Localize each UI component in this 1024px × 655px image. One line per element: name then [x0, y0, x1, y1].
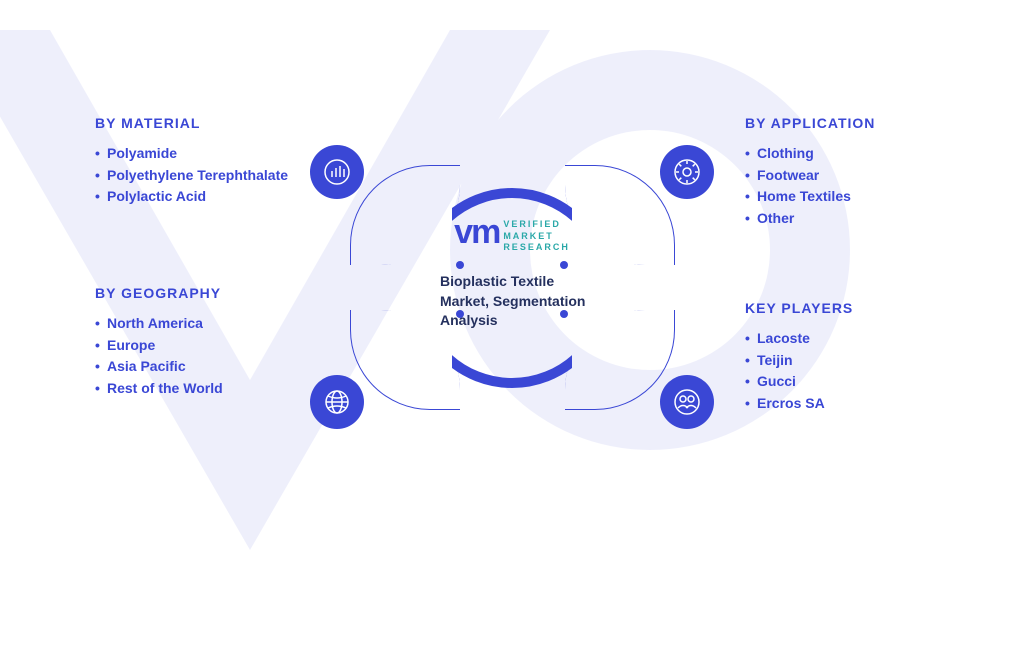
logo-mark: vm — [454, 213, 499, 252]
people-icon — [660, 375, 714, 429]
segment-list: Clothing Footwear Home Textiles Other — [745, 143, 955, 230]
list-item: Clothing — [745, 143, 955, 165]
logo-line2: MARKET — [503, 231, 554, 241]
connector-dot — [560, 261, 568, 269]
segment-application: BY APPLICATION Clothing Footwear Home Te… — [745, 115, 955, 230]
list-item: Other — [745, 208, 955, 230]
segment-heading: BY GEOGRAPHY — [95, 285, 305, 301]
globe-icon — [310, 375, 364, 429]
bar-chart-icon — [310, 145, 364, 199]
logo-line3: RESEARCH — [503, 242, 570, 252]
segment-heading: BY APPLICATION — [745, 115, 955, 131]
list-item: Ercros SA — [745, 393, 955, 415]
connector-dot — [456, 310, 464, 318]
diagram-root: vm VERIFIED MARKET RESEARCH Bioplastic T… — [0, 0, 1024, 576]
connector-dot — [456, 261, 464, 269]
segment-heading: BY MATERIAL — [95, 115, 305, 131]
list-item: Teijin — [745, 350, 955, 372]
list-item: Asia Pacific — [95, 356, 305, 378]
segment-list: Polyamide Polyethylene Terephthalate Pol… — [95, 143, 305, 208]
list-item: Polylactic Acid — [95, 186, 305, 208]
logo-line1: VERIFIED — [503, 219, 561, 229]
list-item: Home Textiles — [745, 186, 955, 208]
segment-list: Lacoste Teijin Gucci Ercros SA — [745, 328, 955, 415]
connector-dot — [560, 310, 568, 318]
gear-icon — [660, 145, 714, 199]
center-title: Bioplastic Textile Market, Segmentation … — [430, 272, 594, 331]
list-item: Polyethylene Terephthalate — [95, 165, 305, 187]
list-item: Europe — [95, 335, 305, 357]
brand-logo: vm VERIFIED MARKET RESEARCH — [430, 213, 594, 254]
list-item: Polyamide — [95, 143, 305, 165]
segment-geography: BY GEOGRAPHY North America Europe Asia P… — [95, 285, 305, 400]
logo-text: VERIFIED MARKET RESEARCH — [503, 213, 570, 254]
segment-list: North America Europe Asia Pacific Rest o… — [95, 313, 305, 400]
list-item: Footwear — [745, 165, 955, 187]
segment-material: BY MATERIAL Polyamide Polyethylene Terep… — [95, 115, 305, 208]
segment-key-players: KEY PLAYERS Lacoste Teijin Gucci Ercros … — [745, 300, 955, 415]
list-item: Rest of the World — [95, 378, 305, 400]
list-item: North America — [95, 313, 305, 335]
list-item: Gucci — [745, 371, 955, 393]
segment-heading: KEY PLAYERS — [745, 300, 955, 316]
list-item: Lacoste — [745, 328, 955, 350]
